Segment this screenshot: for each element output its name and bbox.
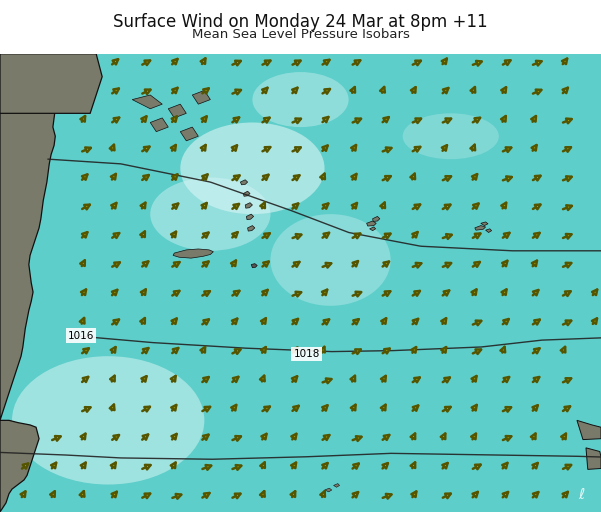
Polygon shape xyxy=(246,214,254,220)
Polygon shape xyxy=(481,222,488,226)
Ellipse shape xyxy=(150,178,270,251)
Polygon shape xyxy=(367,221,376,226)
Ellipse shape xyxy=(403,113,499,159)
Ellipse shape xyxy=(12,356,204,484)
Polygon shape xyxy=(325,488,332,492)
Polygon shape xyxy=(150,118,168,132)
Polygon shape xyxy=(251,264,257,268)
Polygon shape xyxy=(192,91,210,104)
Polygon shape xyxy=(475,226,486,230)
Polygon shape xyxy=(373,217,380,222)
Polygon shape xyxy=(132,95,162,109)
Polygon shape xyxy=(370,227,376,230)
Polygon shape xyxy=(586,448,601,470)
Polygon shape xyxy=(248,226,255,231)
Text: ℓ: ℓ xyxy=(579,487,585,502)
Polygon shape xyxy=(243,191,250,196)
Text: Mean Sea Level Pressure Isobars: Mean Sea Level Pressure Isobars xyxy=(192,28,409,41)
Polygon shape xyxy=(486,229,492,232)
Polygon shape xyxy=(240,180,248,185)
Polygon shape xyxy=(0,54,102,113)
Polygon shape xyxy=(334,484,340,487)
Polygon shape xyxy=(173,249,213,258)
Polygon shape xyxy=(577,420,601,440)
Polygon shape xyxy=(245,203,252,208)
Text: Surface Wind on Monday 24 Mar at 8pm +11: Surface Wind on Monday 24 Mar at 8pm +11 xyxy=(113,13,488,31)
Ellipse shape xyxy=(252,72,349,127)
Polygon shape xyxy=(180,127,198,141)
Polygon shape xyxy=(0,420,39,512)
Ellipse shape xyxy=(270,214,391,306)
Text: 1018: 1018 xyxy=(293,349,320,359)
Polygon shape xyxy=(168,104,186,118)
Polygon shape xyxy=(0,54,57,420)
Ellipse shape xyxy=(180,122,325,214)
Text: 1016: 1016 xyxy=(68,331,94,340)
